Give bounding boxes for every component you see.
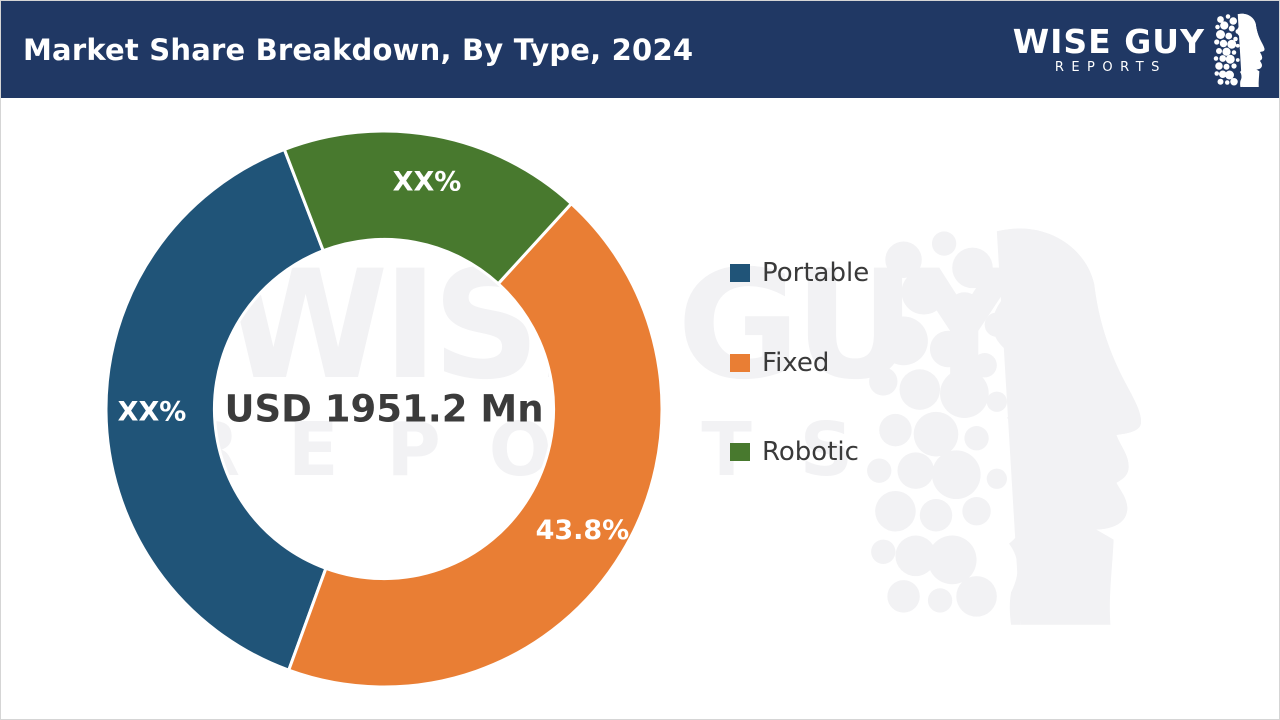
brand-face-icon [1213, 13, 1265, 87]
legend-item-portable: Portable [730, 257, 869, 290]
brand-name: WISE GUY [1012, 22, 1205, 61]
legend-swatch [730, 264, 750, 283]
brand-wordmark: WISE GUY REPORTS [1013, 25, 1205, 74]
legend-swatch [730, 353, 750, 372]
slice-label-portable: XX% [118, 397, 187, 428]
slice-label-robotic: XX% [393, 167, 462, 198]
legend-label: Fixed [762, 347, 830, 378]
page-title: Market Share Breakdown, By Type, 2024 [23, 32, 694, 67]
legend-label: Robotic [762, 437, 859, 467]
brand-subtitle: REPORTS [1054, 60, 1167, 75]
header: Market Share Breakdown, By Type, 2024 WI… [1, 1, 1279, 98]
slice-robotic [282, 129, 573, 286]
legend: Portable Fixed Robotic [730, 257, 869, 469]
legend-label: Portable [762, 258, 870, 288]
slice-portable [104, 147, 328, 672]
legend-item-fixed: Fixed [730, 347, 869, 380]
watermark-face-icon [867, 228, 1142, 625]
donut-chart: XX% 43.8% XX% [104, 129, 664, 689]
legend-item-robotic: Robotic [730, 436, 869, 469]
slice-fixed [287, 202, 664, 689]
brand-logo: WISE GUY REPORTS [1013, 12, 1267, 87]
legend-swatch [730, 443, 750, 462]
slice-label-fixed: 43.8% [536, 515, 630, 546]
chart-center-value: USD 1951.2 Mn [224, 387, 544, 431]
